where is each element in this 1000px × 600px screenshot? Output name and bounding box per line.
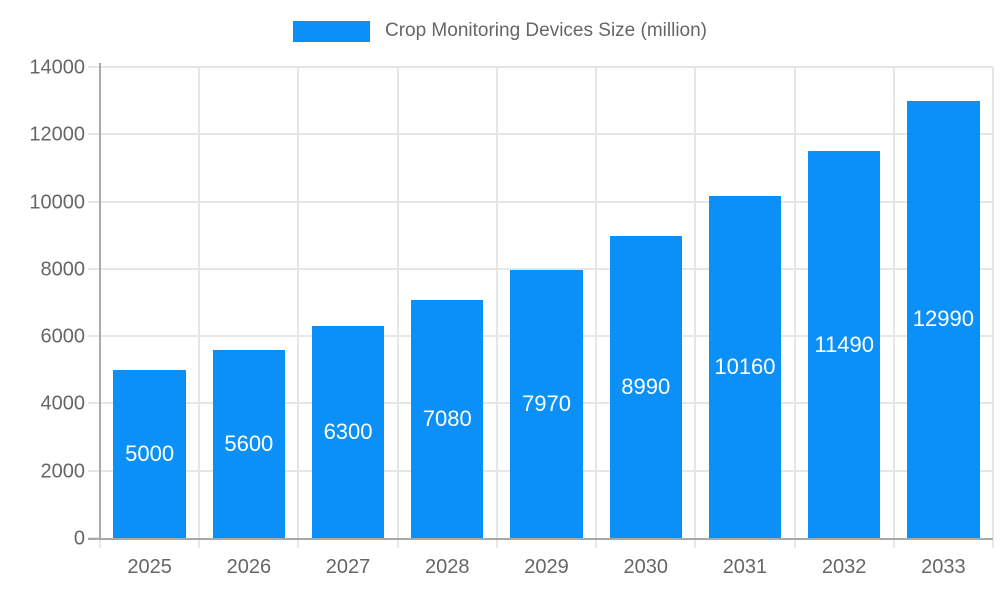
y-tick-label: 2000	[40, 460, 86, 483]
bar-value-label: 6300	[323, 419, 373, 445]
bar-2030[interactable]	[609, 235, 682, 538]
bar-2029[interactable]	[510, 269, 583, 538]
y-tick-label: 12000	[29, 123, 85, 146]
x-axis-tick	[694, 540, 697, 548]
bar-2026[interactable]	[212, 349, 286, 538]
gridline-vertical	[198, 67, 201, 538]
gridline-vertical	[396, 67, 399, 538]
bar-2033[interactable]	[907, 100, 980, 538]
y-tick-label: 14000	[29, 56, 85, 79]
gridline-vertical	[793, 67, 796, 538]
y-axis-tick	[88, 133, 100, 136]
gridline-horizontal	[100, 66, 993, 68]
bar-2031[interactable]	[708, 196, 782, 538]
y-axis-tick	[88, 66, 100, 68]
x-axis-tick	[396, 540, 399, 548]
bar-2025[interactable]	[113, 369, 186, 538]
y-tick-label: 4000	[40, 392, 86, 415]
gridline-vertical	[297, 67, 300, 538]
bar-value-label: 12990	[912, 306, 974, 332]
x-axis-tick	[99, 540, 101, 548]
x-tick-label: 2029	[524, 556, 569, 578]
x-tick-label: 2026	[226, 556, 272, 578]
x-axis-line	[88, 538, 993, 540]
gridline-vertical	[992, 67, 994, 538]
x-axis-tick	[595, 540, 598, 548]
x-tick-label: 2031	[722, 556, 768, 578]
y-tick-label: 10000	[29, 191, 85, 214]
chart-legend[interactable]: Crop Monitoring Devices Size (million)	[0, 17, 1000, 45]
gridline-vertical	[892, 67, 895, 538]
bar-value-label: 5600	[224, 430, 274, 456]
y-axis-tick	[88, 469, 100, 472]
gridline-horizontal	[100, 200, 993, 203]
bar-value-label: 5000	[125, 440, 175, 466]
gridline-horizontal	[100, 133, 993, 136]
x-axis-tick	[793, 540, 796, 548]
gridline-vertical	[694, 67, 697, 538]
x-tick-label: 2027	[325, 556, 371, 578]
y-axis-tick	[88, 267, 100, 270]
legend-label: Crop Monitoring Devices Size (million)	[384, 20, 708, 41]
y-axis-tick	[88, 402, 100, 405]
legend-swatch	[292, 20, 370, 42]
x-axis-tick	[495, 540, 498, 548]
x-tick-label: 2033	[921, 556, 966, 578]
x-tick-label: 2025	[127, 556, 172, 578]
y-tick-label: 6000	[40, 325, 86, 348]
x-tick-label: 2030	[623, 556, 668, 578]
plot-area: 5000 5600 6300 7080 7970 8990 10160 11490 12990	[100, 66, 994, 538]
bar-value-label: 8990	[621, 373, 671, 399]
x-tick-label: 2028	[425, 556, 470, 578]
bar-value-label: 11490	[814, 331, 874, 357]
gridline-vertical	[495, 67, 498, 538]
gridline-vertical	[595, 67, 598, 538]
bar-value-label: 7970	[522, 390, 571, 416]
y-axis-tick	[88, 200, 100, 203]
y-tick-label: 0	[73, 527, 85, 550]
x-axis-tick	[992, 540, 994, 548]
x-tick-label: 2032	[821, 556, 867, 578]
x-axis-tick	[297, 540, 300, 548]
bar-2027[interactable]	[311, 326, 385, 538]
gridline-horizontal	[100, 267, 993, 270]
y-axis-tick	[88, 335, 100, 338]
bar-value-label: 10160	[714, 354, 776, 380]
bar-value-label: 7080	[422, 405, 472, 431]
y-tick-label: 8000	[40, 258, 86, 281]
bar-2028[interactable]	[411, 299, 484, 538]
bar-2032[interactable]	[807, 151, 881, 538]
x-axis-tick	[198, 540, 201, 548]
y-axis-line	[99, 63, 101, 540]
x-axis-tick	[892, 540, 895, 548]
